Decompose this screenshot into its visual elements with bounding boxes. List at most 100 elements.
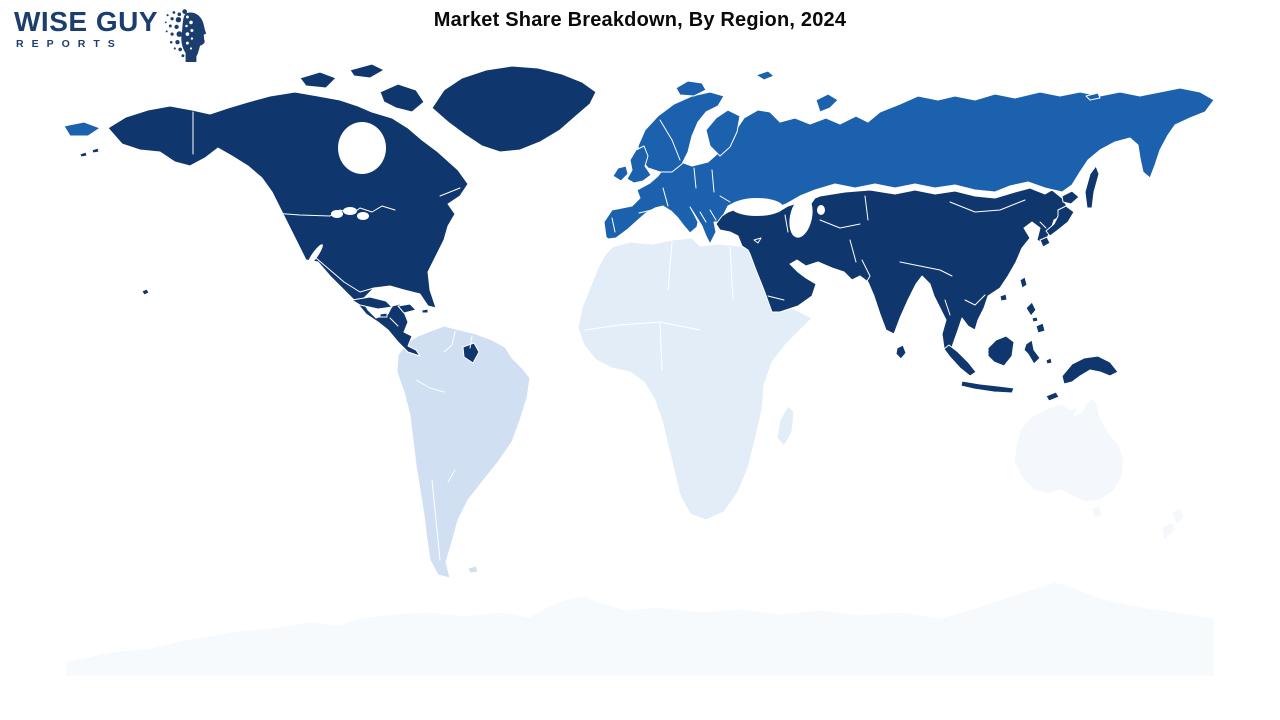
border-bolivia — [447, 469, 456, 483]
region-oceania — [1013, 397, 1185, 541]
border-india-pakistan — [861, 259, 871, 291]
border-saudi-yemen — [767, 295, 785, 301]
hawaii — [141, 288, 150, 296]
ireland — [612, 165, 629, 182]
north-america-mainland — [107, 91, 469, 357]
great-britain — [626, 145, 652, 184]
chart-title: Market Share Breakdown, By Region, 2024 — [433, 9, 847, 31]
mindanao — [1035, 322, 1046, 334]
logo-head-icon — [164, 9, 207, 63]
new-zealand-south — [1161, 521, 1177, 541]
madagascar — [776, 405, 795, 447]
country-borders — [192, 111, 1047, 561]
baffin-island — [379, 83, 425, 113]
timor — [1045, 391, 1060, 402]
cuba — [351, 296, 393, 310]
hokkaido — [1061, 190, 1080, 205]
border-libya-egypt — [729, 246, 734, 301]
border-usa-mexico — [315, 257, 375, 293]
border-usa-canada — [272, 205, 396, 217]
border-balkans-1 — [699, 211, 707, 223]
hainan — [999, 293, 1008, 302]
falkland-islands — [467, 565, 479, 574]
inland-seas — [307, 122, 825, 275]
border-kazakhstan — [864, 195, 869, 221]
sakhalin — [1084, 165, 1100, 209]
gulf-of-california — [307, 244, 323, 266]
border-algeria-libya — [667, 241, 673, 291]
river-st-lawrence — [439, 187, 461, 197]
great-lake-3 — [357, 212, 369, 220]
border-iran-pakistan — [849, 239, 857, 263]
great-lake-1 — [331, 210, 343, 218]
border-venezuela — [469, 335, 473, 349]
aleutian-1 — [91, 147, 100, 154]
border-france-spain — [638, 209, 653, 214]
kyushu — [1039, 236, 1051, 248]
new-zealand-north — [1171, 507, 1185, 525]
scandinavia — [637, 91, 725, 173]
finland — [705, 109, 741, 157]
visayas — [1031, 316, 1039, 323]
novaya-zemlya — [815, 93, 839, 113]
victoria-island — [299, 71, 337, 89]
french-guiana — [462, 342, 480, 364]
chukotka-west-sliver — [63, 121, 101, 137]
australia — [1013, 397, 1125, 503]
border-china-mongolia — [949, 199, 1026, 213]
svalbard — [755, 70, 775, 81]
black-sea — [731, 198, 783, 216]
logo-text: WISE GUY REPORTS — [14, 8, 158, 50]
luzon — [1025, 301, 1037, 317]
border-ukraine-romania — [719, 195, 731, 203]
border-balkans-2 — [709, 209, 717, 221]
puerto-rico — [421, 308, 429, 314]
region-antarctica — [65, 581, 1215, 677]
borneo — [987, 335, 1015, 367]
honshu — [1045, 205, 1075, 237]
border-central-america — [389, 317, 399, 327]
border-colombia — [443, 331, 456, 353]
new-guinea — [1061, 355, 1119, 385]
sulawesi — [1023, 339, 1041, 365]
border-korea-china — [1039, 221, 1047, 229]
baltic-sea — [689, 151, 709, 163]
sumatra — [943, 344, 977, 377]
border-china-indochina — [964, 294, 986, 306]
hudson-bay — [338, 122, 386, 174]
border-sahara — [584, 321, 701, 331]
border-germany-poland — [693, 167, 697, 189]
persian-gulf — [794, 261, 810, 275]
caspian-sea — [789, 196, 813, 238]
hispaniola — [397, 303, 417, 314]
cyprus — [753, 237, 762, 244]
sri-lanka — [895, 344, 907, 360]
region-south-america — [396, 325, 531, 579]
greenland — [431, 65, 597, 153]
south-america-mainland — [396, 325, 531, 579]
iceland — [675, 80, 707, 97]
africa-mainland — [577, 237, 813, 521]
border-peru-brazil — [415, 379, 445, 393]
aral-sea — [817, 205, 825, 215]
taiwan — [1019, 276, 1028, 289]
wrangel-island — [1085, 92, 1101, 101]
ellesmere-island — [349, 63, 385, 79]
border-norway-sweden — [659, 119, 681, 161]
moluccas — [1045, 357, 1053, 365]
border-africa-central — [659, 321, 663, 371]
border-chile-argentina — [431, 479, 441, 561]
java — [960, 380, 1015, 394]
jamaica — [379, 312, 388, 318]
tasmania — [1091, 505, 1103, 519]
border-poland-ukraine — [711, 169, 715, 193]
border-turkey-iran — [784, 214, 789, 233]
logo-wordmark: WISE GUY — [14, 6, 159, 37]
aleutian-2 — [79, 151, 88, 158]
border-central-asia — [819, 219, 861, 229]
region-africa — [577, 237, 813, 521]
logo: WISE GUY REPORTS — [14, 8, 209, 64]
border-france-germany — [662, 187, 669, 207]
